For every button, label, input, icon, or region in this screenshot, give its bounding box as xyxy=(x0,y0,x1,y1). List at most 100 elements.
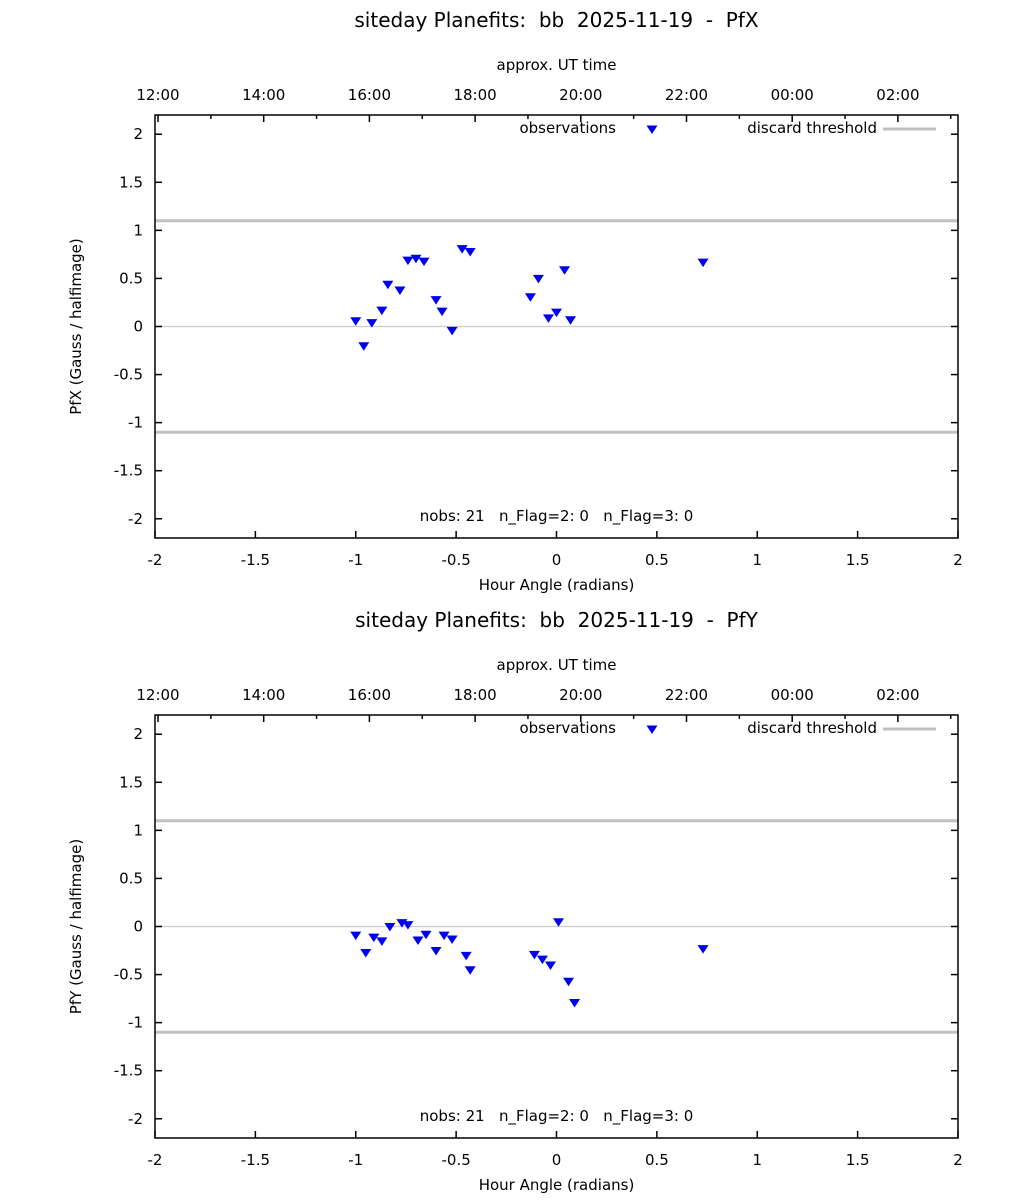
pfy-y-axis-title: PfY (Gauss / halfimage) xyxy=(67,838,85,1015)
y-tick-label: -2 xyxy=(128,510,143,528)
pfy-legend-threshold-label: discard threshold xyxy=(747,719,877,737)
x-tick-label: -2 xyxy=(148,551,163,569)
time-tick-label: 12:00 xyxy=(136,86,179,104)
observation-marker xyxy=(464,966,476,975)
pfy-plot-area: 2 1.5 1 0.5 0 -0.5 -1 -1.5 -2 -2 -1.5 -1 -0.5 0 0.5 1 1.… xyxy=(114,686,963,1169)
pfx-y-axis-title: PfX (Gauss / halfimage) xyxy=(67,238,85,415)
y-tick-label: -0.5 xyxy=(114,966,143,984)
x-tick-label: -0.5 xyxy=(441,1151,470,1169)
x-tick-label: 1.5 xyxy=(846,551,870,569)
x-tick-label: 0 xyxy=(552,1151,562,1169)
legend-observations-marker xyxy=(646,125,658,134)
time-tick-label: 22:00 xyxy=(665,686,708,704)
observation-marker xyxy=(350,931,362,941)
y-tick-label: -1 xyxy=(128,414,143,432)
observation-marker xyxy=(368,933,380,943)
time-tick-label: 22:00 xyxy=(665,86,708,104)
time-tick-label: 16:00 xyxy=(348,686,391,704)
time-tick-label: 20:00 xyxy=(559,86,602,104)
time-tick-label: 00:00 xyxy=(771,686,814,704)
time-tick-label: 02:00 xyxy=(876,86,919,104)
x-tick-label: 2 xyxy=(953,551,963,569)
y-tick-label: 2 xyxy=(133,725,143,743)
observation-marker xyxy=(446,935,458,944)
observation-marker xyxy=(697,945,709,954)
pfy-top-axis-title: approx. UT time xyxy=(496,656,617,674)
observation-marker xyxy=(544,961,556,970)
pfy-chart-title: siteday Planefits: bb 2025-11-19 - PfY xyxy=(355,608,758,632)
y-tick-label: 0.5 xyxy=(119,269,143,287)
pfx-legend-observations-label: observations xyxy=(519,119,616,137)
pfx-plot-area: 2 1.5 1 0.5 0 -0.5 -1 -1.5 -2 -2 -1.5 -1 -0.5 0 0.5 1 1.… xyxy=(114,86,963,569)
x-tick-label: -2 xyxy=(148,1151,163,1169)
observation-marker xyxy=(412,936,424,945)
time-tick-label: 14:00 xyxy=(242,686,285,704)
observation-marker xyxy=(366,319,378,328)
observation-marker xyxy=(350,317,362,326)
y-tick-label: -1.5 xyxy=(114,462,143,480)
y-tick-label: 1.5 xyxy=(119,773,143,791)
x-tick-label: 1.5 xyxy=(846,1151,870,1169)
pfx-legend-threshold-label: discard threshold xyxy=(747,119,877,137)
y-tick-label: -1 xyxy=(128,1014,143,1032)
y-tick-label: 1 xyxy=(133,221,143,239)
time-tick-label: 12:00 xyxy=(136,686,179,704)
time-tick-label: 00:00 xyxy=(771,86,814,104)
observation-marker xyxy=(420,930,432,940)
observation-marker xyxy=(438,931,450,941)
observation-marker xyxy=(384,923,396,932)
y-tick-label: 0 xyxy=(133,318,143,336)
observation-marker xyxy=(553,918,565,927)
observation-marker xyxy=(559,266,571,275)
observation-marker xyxy=(569,998,581,1008)
y-tick-label: -0.5 xyxy=(114,366,143,384)
observation-marker xyxy=(532,274,544,284)
chart-pfx: 2 1.5 1 0.5 0 -0.5 -1 -1.5 -2 -2 -1.5 -1 -0.5 0 0.5 1 1.… xyxy=(67,8,963,594)
y-tick-label: 1.5 xyxy=(119,173,143,191)
x-tick-label: 0.5 xyxy=(645,551,669,569)
observation-marker xyxy=(464,248,476,257)
observation-marker xyxy=(360,948,372,958)
y-tick-label: 1 xyxy=(133,821,143,839)
observation-marker xyxy=(524,293,536,302)
x-tick-label: -1.5 xyxy=(241,1151,270,1169)
pfy-stats-text: nobs: 21 n_Flag=2: 0 n_Flag=3: 0 xyxy=(419,1107,694,1125)
time-tick-label: 14:00 xyxy=(242,86,285,104)
time-tick-label: 16:00 xyxy=(348,86,391,104)
observation-marker xyxy=(402,256,414,266)
time-tick-label: 18:00 xyxy=(453,86,496,104)
observation-marker xyxy=(542,314,554,323)
y-tick-label: 0 xyxy=(133,918,143,936)
pfx-top-axis-title: approx. UT time xyxy=(496,56,617,74)
observation-marker xyxy=(418,257,430,267)
observation-marker xyxy=(536,955,548,965)
pfx-stats-text: nobs: 21 n_Flag=2: 0 n_Flag=3: 0 xyxy=(419,507,694,525)
y-tick-label: -1.5 xyxy=(114,1062,143,1080)
observation-marker xyxy=(460,951,472,961)
observation-marker xyxy=(436,307,448,317)
time-tick-label: 18:00 xyxy=(453,686,496,704)
y-tick-label: -2 xyxy=(128,1110,143,1128)
observation-marker xyxy=(565,316,577,325)
observation-marker xyxy=(551,308,562,318)
observation-marker xyxy=(394,286,406,295)
pfx-chart-title: siteday Planefits: bb 2025-11-19 - PfX xyxy=(354,8,759,32)
observation-marker xyxy=(376,306,388,316)
x-tick-label: 1 xyxy=(752,551,762,569)
x-tick-label: 1 xyxy=(752,1151,762,1169)
observation-marker xyxy=(697,258,709,268)
time-tick-label: 02:00 xyxy=(876,686,919,704)
x-tick-label: -1 xyxy=(348,1151,363,1169)
observation-marker xyxy=(358,342,370,351)
observation-marker xyxy=(430,947,442,956)
observation-marker xyxy=(410,254,422,264)
time-tick-label: 20:00 xyxy=(559,686,602,704)
chart-pfy: 2 1.5 1 0.5 0 -0.5 -1 -1.5 -2 -2 -1.5 -1 -0.5 0 0.5 1 1.… xyxy=(0,600,1024,1200)
legend-observations-marker xyxy=(646,725,658,734)
pfy-x-axis-title: Hour Angle (radians) xyxy=(478,1176,635,1194)
observation-marker xyxy=(528,950,540,960)
x-tick-label: 0.5 xyxy=(645,1151,669,1169)
y-tick-label: 0.5 xyxy=(119,869,143,887)
observation-marker xyxy=(382,280,394,290)
